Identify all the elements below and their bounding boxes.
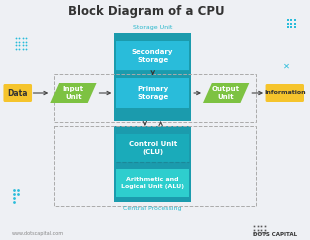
- Text: Arithmetic and
Logical Unit (ALU): Arithmetic and Logical Unit (ALU): [121, 177, 184, 189]
- FancyBboxPatch shape: [114, 33, 191, 121]
- FancyBboxPatch shape: [116, 78, 189, 108]
- Text: www.dotscapital.com: www.dotscapital.com: [12, 232, 64, 236]
- Text: Storage Unit: Storage Unit: [133, 25, 172, 30]
- Text: Central Processing: Central Processing: [123, 206, 182, 211]
- Polygon shape: [50, 83, 97, 103]
- FancyBboxPatch shape: [3, 84, 32, 102]
- Text: Information: Information: [264, 90, 306, 96]
- FancyBboxPatch shape: [116, 169, 189, 197]
- FancyBboxPatch shape: [116, 41, 189, 71]
- Text: ✕: ✕: [283, 61, 290, 71]
- Text: DOTS CAPITAL: DOTS CAPITAL: [254, 232, 298, 236]
- Text: Secondary
Storage: Secondary Storage: [132, 49, 174, 63]
- Text: Input
Unit: Input Unit: [63, 86, 84, 100]
- FancyBboxPatch shape: [116, 134, 189, 162]
- Polygon shape: [203, 83, 249, 103]
- Text: Output
Unit: Output Unit: [212, 86, 240, 100]
- Text: Block Diagram of a CPU: Block Diagram of a CPU: [68, 5, 224, 18]
- FancyBboxPatch shape: [114, 126, 191, 202]
- FancyBboxPatch shape: [266, 84, 304, 102]
- Text: Primary
Storage: Primary Storage: [137, 86, 168, 100]
- Text: Control Unit
(CLU): Control Unit (CLU): [129, 141, 177, 155]
- Text: Data: Data: [7, 89, 28, 97]
